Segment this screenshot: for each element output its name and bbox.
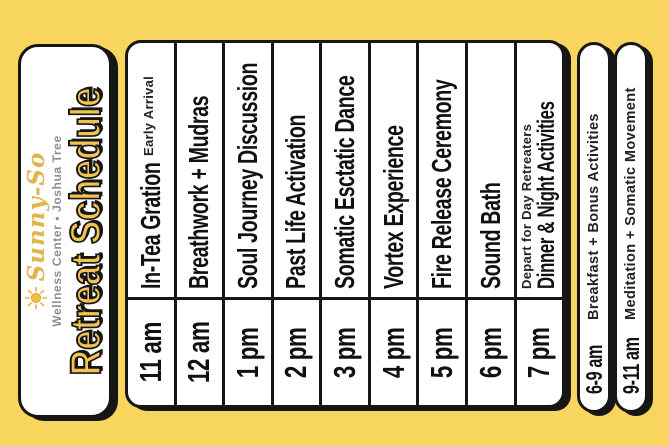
time-cell: 1 pm bbox=[225, 297, 271, 405]
activity-cell: Soul Journey Discussion bbox=[225, 43, 271, 297]
time-label: 4 pm bbox=[375, 327, 411, 378]
time-label: 7 pm bbox=[521, 327, 557, 378]
activity-cell: Sound Bath bbox=[468, 43, 514, 297]
activity-label: Vortex Experience bbox=[377, 125, 409, 289]
morning-pill-meditation: 9-11 am Meditation + Somatic Movement bbox=[614, 42, 648, 413]
time-cell: 2 pm bbox=[273, 297, 320, 405]
pill-activity-label: Meditation + Somatic Movement bbox=[623, 87, 639, 320]
poster-title: Retreat Schedule bbox=[61, 86, 111, 376]
activity-label: Somatic Esctatic Dance bbox=[329, 75, 361, 289]
activity-text: Past Life Activation bbox=[280, 115, 312, 289]
pill-time-label: 6-9 am bbox=[580, 345, 607, 394]
activity-label: Fire Release Ceremony bbox=[426, 79, 458, 289]
time-cell: 11 am bbox=[128, 297, 174, 405]
activity-cell: Breathwork + Mudras bbox=[177, 43, 223, 297]
schedule-row-7pm: 7 pm Depart for Day Retreaters Dinner & … bbox=[516, 43, 563, 405]
schedule-row-4pm: 4 pm Vortex Experience bbox=[370, 43, 420, 405]
activity-note: Depart for Day Retreaters bbox=[518, 123, 534, 289]
activity-text: Somatic Esctatic Dance bbox=[329, 76, 361, 289]
activity-label: In-Tea Gration bbox=[134, 162, 166, 289]
schedule-row-6pm: 6 pm Sound Bath bbox=[467, 43, 517, 405]
time-label: 11 am bbox=[132, 322, 168, 383]
schedule-row-2pm: 2 pm Past Life Activation bbox=[273, 43, 323, 405]
activity-note: Early Arrival bbox=[140, 76, 156, 157]
time-cell: 6 pm bbox=[467, 297, 514, 405]
activity-text: Breathwork + Mudras bbox=[183, 96, 215, 289]
activity-text: Fire Release Ceremony bbox=[426, 80, 458, 289]
activity-cell: Somatic Esctatic Dance bbox=[322, 43, 368, 297]
activity-text: Vortex Experience bbox=[378, 125, 410, 289]
schedule-row-5pm: 5 pm Fire Release Ceremony bbox=[419, 43, 468, 405]
time-label: 2 pm bbox=[278, 327, 314, 378]
activity-cell: Vortex Experience bbox=[371, 43, 417, 297]
time-cell: 3 pm bbox=[322, 297, 368, 405]
activity-label: Sound Bath bbox=[474, 182, 506, 289]
pill-time-box: 9-11 am bbox=[618, 320, 645, 394]
time-label: 3 pm bbox=[327, 327, 363, 378]
morning-pill-breakfast: 6-9 am Breakfast + Bonus Activities bbox=[577, 42, 611, 413]
activity-cell: In-Tea Gration Early Arrival bbox=[128, 43, 174, 297]
pill-activity-label: Breakfast + Bonus Activities bbox=[586, 113, 602, 320]
schedule-row-1pm: 1 pm Soul Journey Discussion bbox=[225, 43, 274, 405]
activity-text: Soul Journey Discussion bbox=[232, 63, 264, 289]
brand-name: Sunny-So bbox=[22, 151, 50, 282]
header-card: Sunny-So Wellness Center • Joshua Tree R… bbox=[18, 44, 112, 418]
pill-time-box: 6-9 am bbox=[581, 320, 608, 394]
activity-cell: Past Life Activation bbox=[274, 43, 320, 297]
schedule-row-12am: 12 am Breathwork + Mudras bbox=[176, 43, 226, 405]
pill-time-label: 9-11 am bbox=[617, 337, 644, 394]
activity-label: Soul Journey Discussion bbox=[231, 62, 263, 289]
schedule-table: 11 am In-Tea Gration Early Arrival 12 am … bbox=[125, 40, 565, 408]
time-label: 1 pm bbox=[229, 327, 265, 378]
sun-icon bbox=[24, 287, 48, 310]
time-cell: 7 pm bbox=[516, 297, 563, 405]
activity-label: Past Life Activation bbox=[280, 114, 312, 289]
time-cell: 4 pm bbox=[370, 297, 417, 405]
activity-text: Depart for Day Retreaters Dinner & Night… bbox=[518, 101, 560, 289]
activity-text: In-Tea Gration Early Arrival bbox=[134, 76, 167, 289]
activity-label: Dinner & Night Activities bbox=[532, 101, 560, 289]
schedule-row-3pm: 3 pm Somatic Esctatic Dance bbox=[322, 43, 371, 405]
activity-cell: Depart for Day Retreaters Dinner & Night… bbox=[517, 43, 563, 297]
activity-label: Breathwork + Mudras bbox=[183, 95, 215, 289]
time-label: 5 pm bbox=[424, 327, 460, 378]
activity-text: Sound Bath bbox=[475, 183, 507, 289]
time-cell: 12 am bbox=[176, 297, 223, 405]
time-cell: 5 pm bbox=[419, 297, 465, 405]
activity-cell: Fire Release Ceremony bbox=[419, 43, 465, 297]
brand-line: Sunny-So bbox=[22, 151, 50, 311]
time-label: 6 pm bbox=[472, 327, 508, 378]
schedule-row-11am: 11 am In-Tea Gration Early Arrival bbox=[128, 43, 177, 405]
time-label: 12 am bbox=[181, 321, 217, 384]
